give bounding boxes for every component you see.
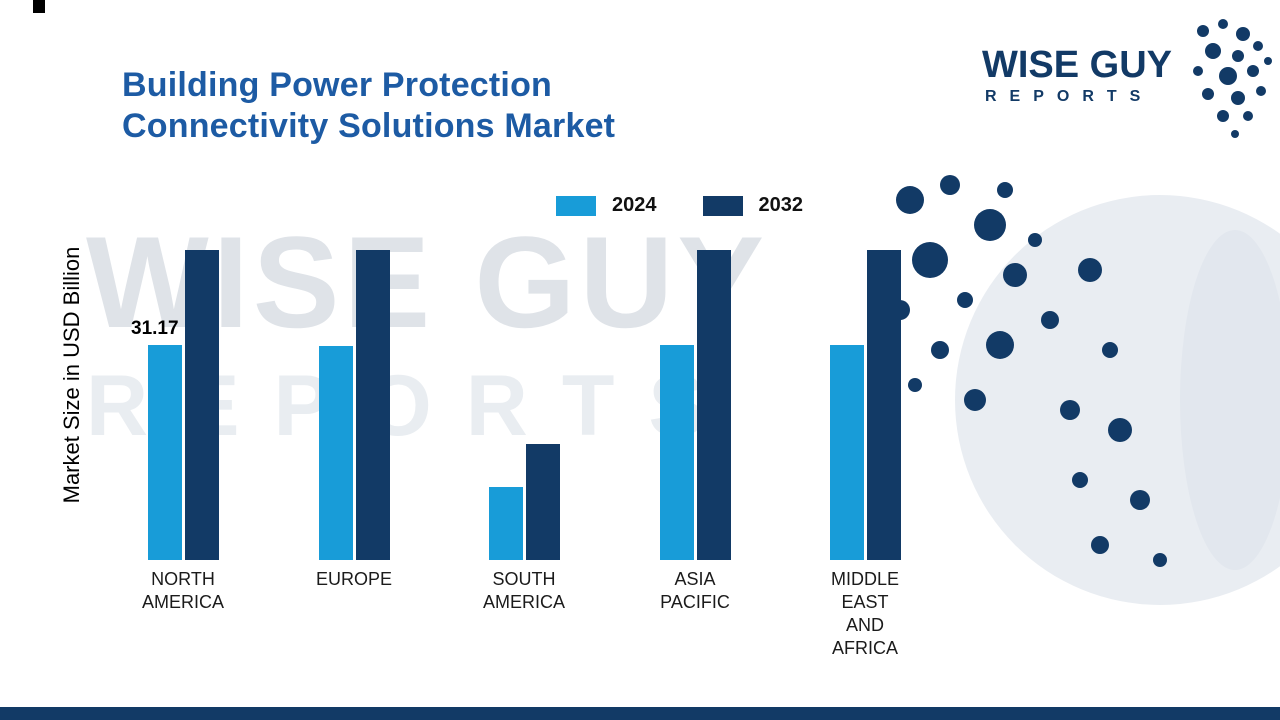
legend-item-2032: 2032 xyxy=(702,194,804,217)
y-axis-label: Market Size in USD Billion xyxy=(59,246,84,504)
legend-label-2024: 2024 xyxy=(612,194,657,216)
category-label-0: NORTH AMERICA xyxy=(141,569,224,612)
wiseguy-logo: WISE GUY REPORTS xyxy=(982,46,1172,106)
logo-brand-text: WISE GUY xyxy=(982,44,1173,86)
page-title-line1: Building Power Protection xyxy=(122,65,553,104)
category-label-2: SOUTH AMERICA xyxy=(482,569,565,612)
category-label-4: MIDDLE EAST AND AFRICA xyxy=(830,569,899,658)
chart-legend: 2024 2032 xyxy=(556,194,803,217)
legend-label-2032: 2032 xyxy=(758,194,804,216)
footer-bar xyxy=(0,707,1280,720)
head-silhouette-graphic xyxy=(890,175,1280,605)
bar-2032-0 xyxy=(185,250,219,560)
bar-2032-1 xyxy=(356,250,390,560)
page-title-line2: Connectivity Solutions Market xyxy=(122,106,616,145)
bar-2032-2 xyxy=(526,444,560,560)
bar-2024-4 xyxy=(830,345,864,560)
bar-2024-1 xyxy=(319,346,353,560)
legend-swatch-2032 xyxy=(702,195,743,216)
legend-swatch-2024 xyxy=(556,195,596,216)
bar-2024-3 xyxy=(660,345,694,560)
bar-value-label: 31.17 xyxy=(131,318,179,339)
category-label-1: EUROPE xyxy=(315,569,393,589)
logo-reports-text: REPORTS xyxy=(985,88,1154,105)
page-title: Building Power Protection Connectivity S… xyxy=(122,65,615,147)
logo-face-dots-icon xyxy=(1193,19,1272,138)
corner-artifact xyxy=(33,0,45,13)
bar-2032-3 xyxy=(697,250,731,560)
legend-item-2024: 2024 xyxy=(556,194,657,217)
bar-2024-0 xyxy=(148,345,182,560)
bar-2024-2 xyxy=(489,487,523,560)
bar-2032-4 xyxy=(867,250,901,560)
category-label-3: ASIA PACIFIC xyxy=(660,569,730,612)
